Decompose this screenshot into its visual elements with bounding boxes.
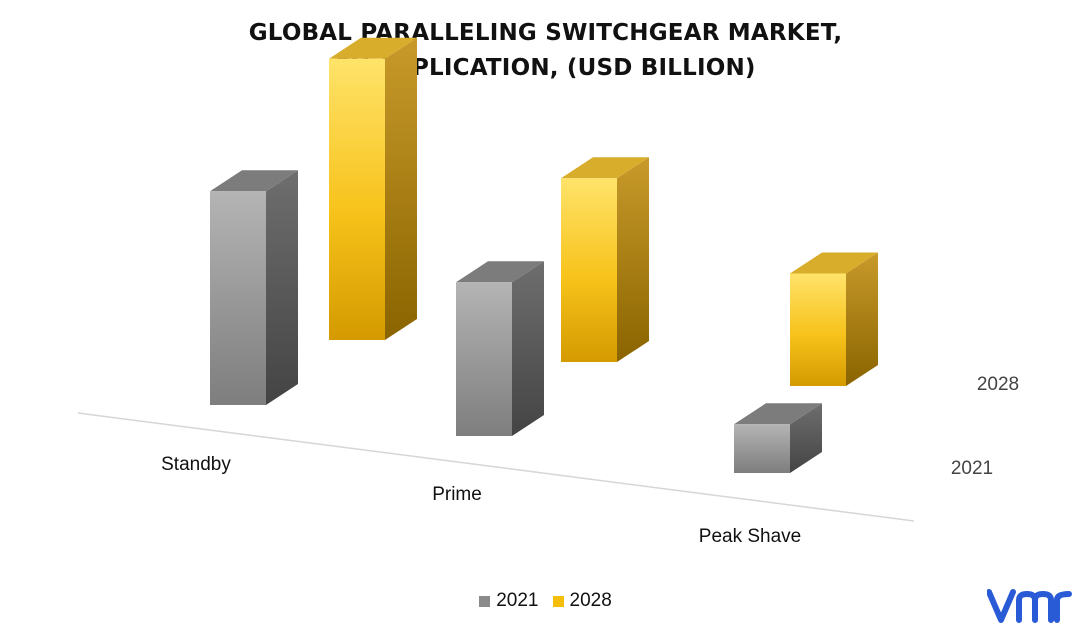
legend-swatch-2028 [552, 595, 564, 607]
floor-line [77, 412, 915, 522]
bar-front-face [210, 191, 266, 405]
legend-label-2021: 2021 [496, 590, 539, 611]
bars-layer [210, 37, 878, 473]
bar-2028-peak-shave [790, 252, 878, 386]
bar-side-face [846, 252, 878, 386]
bar-side-face [790, 403, 822, 473]
bar-front-face [790, 273, 846, 386]
bar-side-face [385, 37, 417, 340]
legend-item-2021: 2021 [479, 590, 539, 612]
bar-front-face [456, 282, 512, 436]
bar-top-face [329, 37, 417, 59]
category-label-peak-shave: Peak Shave [699, 526, 801, 547]
bar-side-face [617, 157, 649, 362]
bar-2028-prime [561, 157, 649, 362]
bar-side-face [512, 261, 544, 436]
bar-2021-peak-shave [734, 403, 822, 473]
bar-side-face [266, 170, 298, 405]
chart-legend: 2021 2028 [0, 590, 1091, 612]
chart-title-line-1: GLOBAL PARALLELING SWITCHGEAR MARKET, [248, 20, 843, 46]
bar-2021-standby [210, 170, 298, 405]
bar-2021-prime [456, 261, 544, 436]
bar-front-face [561, 178, 617, 362]
bar-top-face [734, 403, 822, 425]
category-label-standby: Standby [161, 454, 231, 475]
bar-top-face [210, 170, 298, 192]
depth-label-2028: 2028 [977, 374, 1019, 395]
legend-item-2028: 2028 [552, 590, 612, 612]
bar-top-face [561, 157, 649, 179]
bar-2028-standby [329, 37, 417, 340]
legend-swatch-2021 [479, 595, 491, 607]
bar-front-face [734, 424, 790, 473]
bar-top-face [456, 261, 544, 283]
category-label-prime: Prime [432, 484, 482, 505]
legend-label-2028: 2028 [569, 590, 612, 611]
bar-top-face [790, 252, 878, 274]
depth-label-2021: 2021 [951, 458, 993, 479]
vmr-logo-icon [987, 589, 1072, 623]
bar-front-face [329, 58, 385, 340]
